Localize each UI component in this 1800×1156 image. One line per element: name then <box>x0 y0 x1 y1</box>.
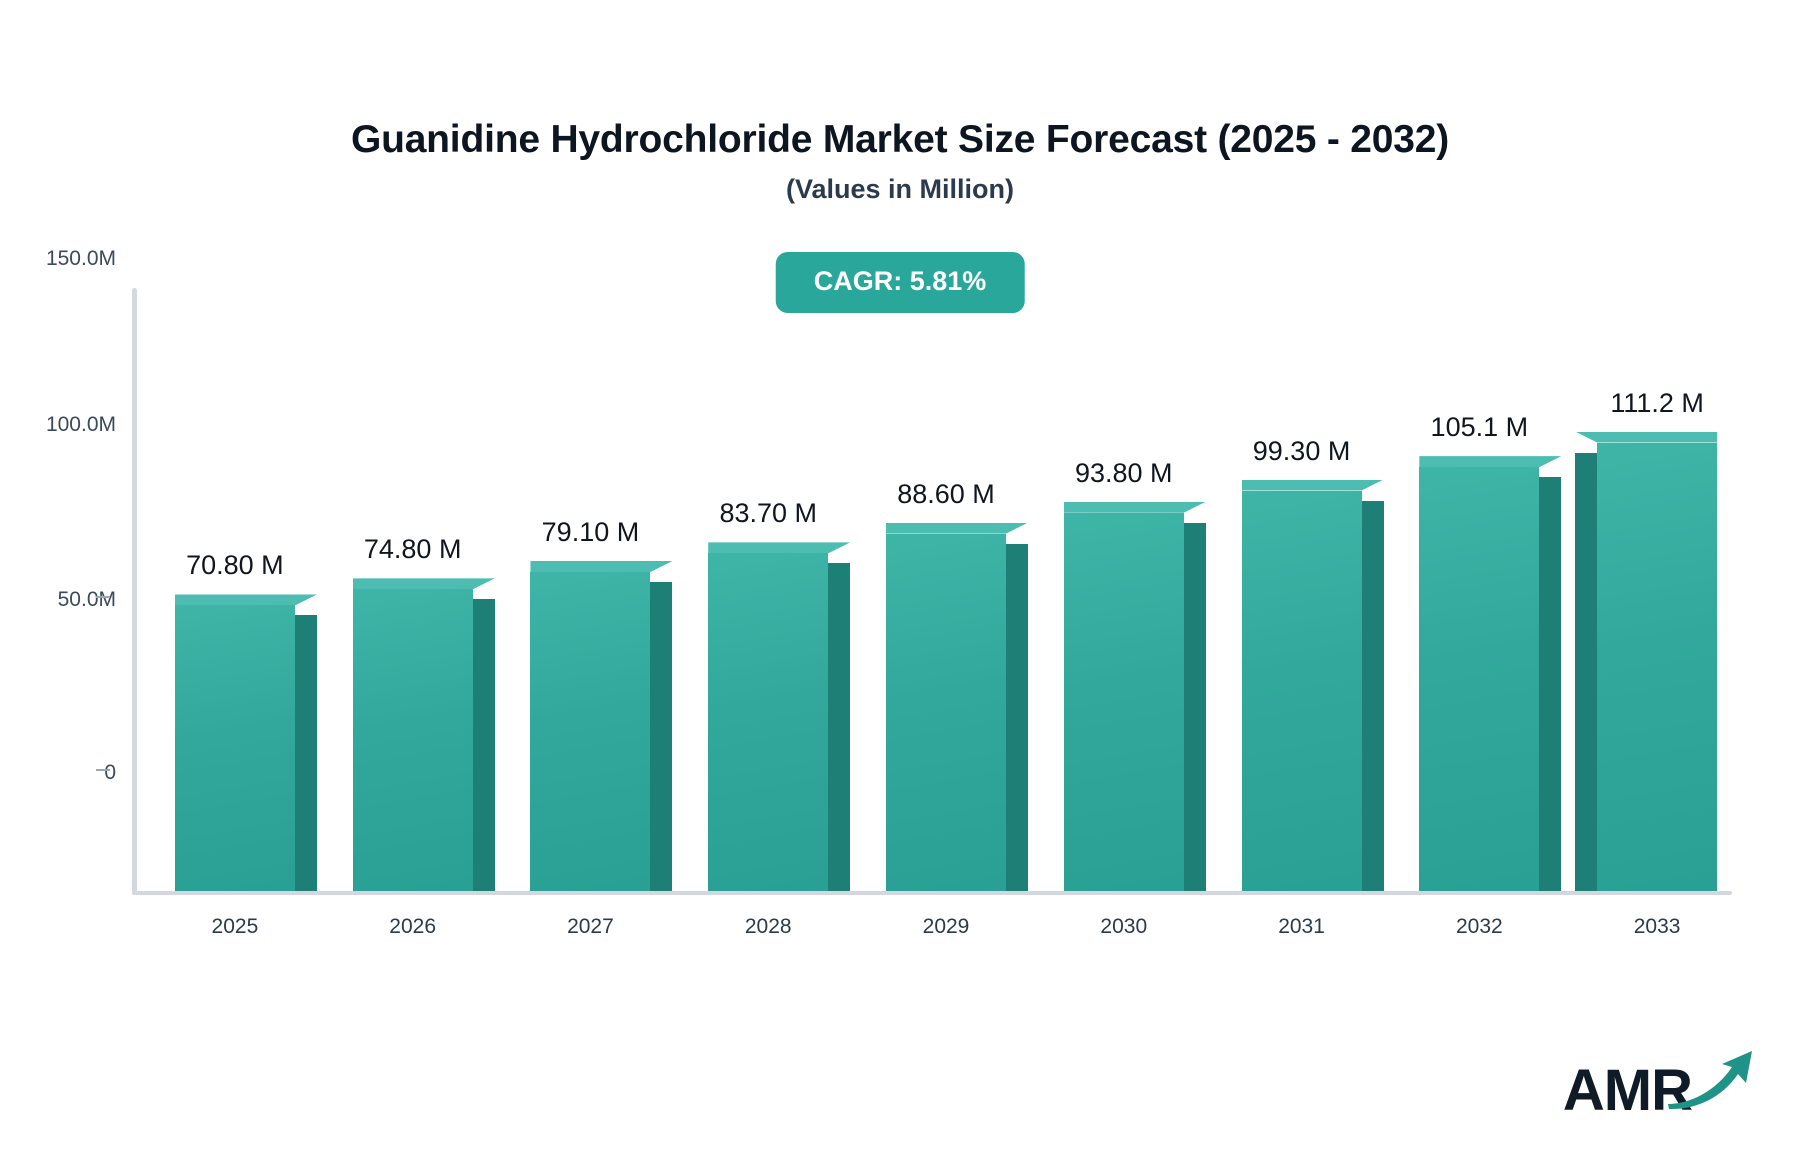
bar-side-face <box>1361 500 1384 891</box>
page-title: Guanidine Hydrochloride Market Size Fore… <box>350 118 1450 161</box>
chart-subtitle: (Values in Million) <box>785 174 1015 204</box>
bar-2025[interactable] <box>174 594 317 891</box>
bar-front-face <box>1419 467 1540 891</box>
bar-2029[interactable] <box>886 522 1028 891</box>
amr-logo-text: AMR <box>1562 1058 1693 1123</box>
bar-top-face <box>174 594 317 606</box>
bar-top-face <box>1063 501 1206 513</box>
bar-top-face <box>1419 456 1562 468</box>
x-axis-line <box>132 891 1732 895</box>
y-tick-label-100: 100.0M <box>45 413 116 436</box>
bar-side-face <box>1539 477 1562 891</box>
bar-2026[interactable] <box>352 578 495 891</box>
x-tick-label-2032: 2032 <box>1455 915 1503 938</box>
amr-logo: AMR <box>1563 1040 1756 1120</box>
bar-side-face <box>472 599 495 891</box>
bar-top-face <box>352 578 495 590</box>
bar-front-face <box>352 589 473 891</box>
bar-side-face <box>1183 522 1206 891</box>
bar-front-face <box>1597 442 1718 891</box>
bar-side-face <box>1006 543 1028 891</box>
bar-top-face <box>708 542 851 554</box>
bar-top-face <box>886 522 1028 534</box>
bar-2031[interactable] <box>1241 479 1384 891</box>
bar-2027[interactable] <box>530 560 673 891</box>
bar-front-face <box>530 571 651 891</box>
bar-value-label-2029: 88.60 M <box>897 478 995 509</box>
growth-arrow-icon <box>1664 1047 1756 1116</box>
x-tick-label-2031: 2031 <box>1278 915 1325 938</box>
bar-front-face <box>174 605 295 891</box>
x-tick-label-2025: 2025 <box>211 915 259 938</box>
bar-front-face <box>886 533 1006 891</box>
y-tick-label-50: 50.0M <box>57 588 116 611</box>
bar-value-label-2030: 93.80 M <box>1074 457 1173 488</box>
bar-top-face <box>1241 479 1384 491</box>
y-tick-label-0: 0 <box>104 761 116 784</box>
bar-top-face <box>530 560 673 572</box>
y-tick-label-150: 150.0M <box>45 247 116 270</box>
bar-front-face <box>1063 512 1184 891</box>
bar-value-label-2028: 83.70 M <box>719 498 817 529</box>
bar-side-face <box>650 581 673 891</box>
bar-front-face <box>708 553 829 891</box>
bar-side-face <box>828 563 851 891</box>
bar-2028[interactable] <box>708 542 851 891</box>
x-tick-label-2026: 2026 <box>389 915 437 938</box>
y-tick-dash-50 <box>96 596 110 598</box>
x-tick-label-2033: 2033 <box>1633 915 1681 938</box>
y-axis-line <box>132 288 137 893</box>
bar-top-face <box>1575 431 1718 443</box>
y-tick-dash-0 <box>96 769 110 771</box>
bar-value-label-2031: 99.30 M <box>1252 435 1351 466</box>
bar-side-face <box>294 615 317 891</box>
x-tick-label-2027: 2027 <box>567 915 614 938</box>
bar-2032[interactable] <box>1419 456 1562 891</box>
plot-area: 70.80 M 74.80 M 79.10 M 83.70 M 88.60 M 93.80… <box>132 288 1732 937</box>
x-tick-label-2028: 2028 <box>744 915 792 938</box>
bar-value-label-2026: 74.80 M <box>363 534 462 565</box>
bars-container: 70.80 M 74.80 M 79.10 M 83.70 M 88.60 M 93.80… <box>132 288 1732 893</box>
bar-side-face <box>1575 452 1598 891</box>
bar-value-label-2027: 79.10 M <box>541 516 640 547</box>
x-tick-label-2030: 2030 <box>1100 915 1148 938</box>
bar-front-face <box>1241 490 1362 891</box>
cagr-badge: CAGR: 5.81% <box>775 252 1025 313</box>
bar-2030[interactable] <box>1063 501 1206 891</box>
bar-value-label-2033: 111.2 M <box>1610 387 1704 418</box>
bar-2033[interactable] <box>1575 431 1718 891</box>
bar-value-label-2032: 105.1 M <box>1430 412 1529 443</box>
bar-value-label-2025: 70.80 M <box>186 550 284 581</box>
x-tick-label-2029: 2029 <box>922 915 970 938</box>
